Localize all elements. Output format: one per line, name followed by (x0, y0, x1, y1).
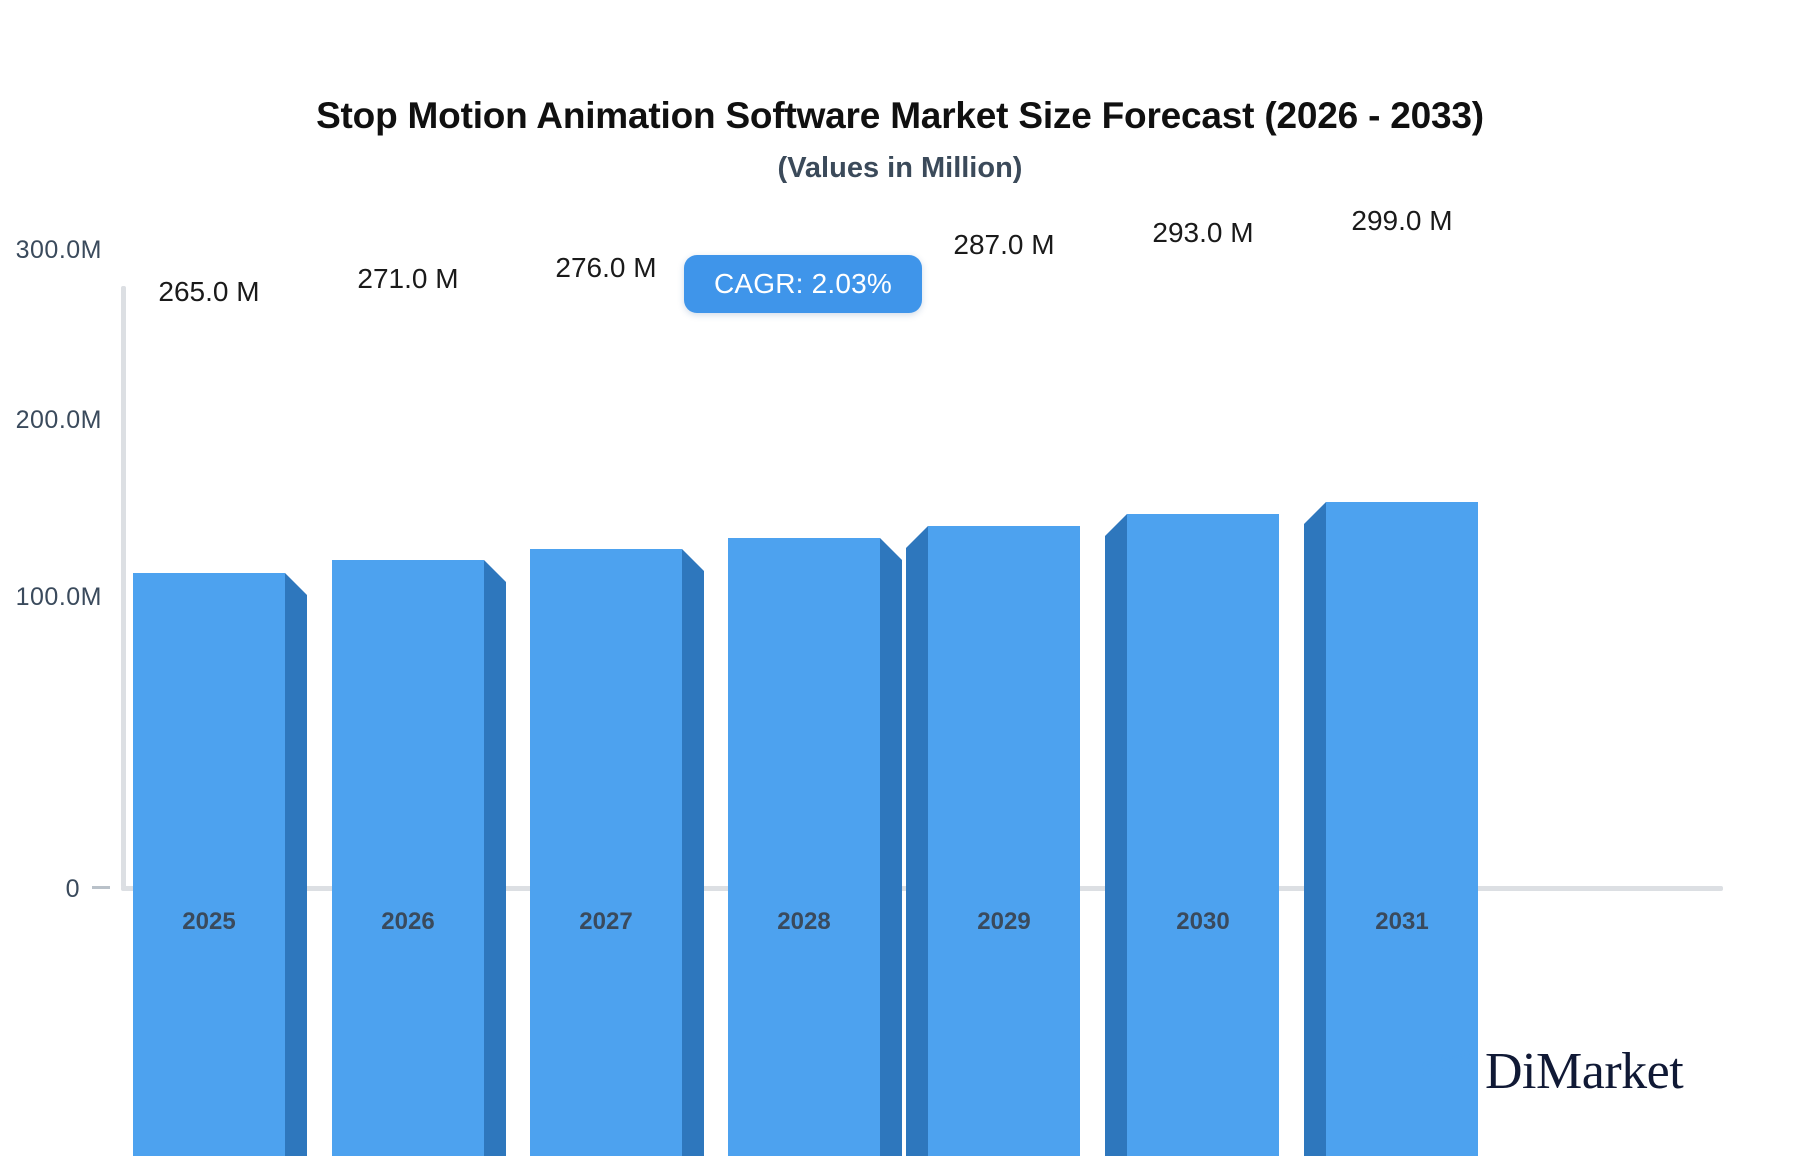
y-axis-tick-label-300: 300.0M (15, 236, 102, 264)
bar-value-label-2031: 299.0 M (1351, 205, 1453, 236)
bar-value-label-2026: 271.0 M (357, 263, 459, 294)
y-axis-line (121, 286, 126, 888)
bar-face-2025 (133, 573, 285, 1156)
bar-2027[interactable] (530, 549, 704, 1156)
bar-value-label-2025: 265.0 M (158, 276, 260, 307)
bar-side-2029 (906, 526, 928, 1156)
bar-value-label-2030: 293.0 M (1152, 217, 1254, 248)
bar-face-2026 (332, 560, 484, 1156)
y-axis-tick-label-0: 0 (65, 875, 80, 903)
y-axis-tick-label-200: 200.0M (15, 406, 102, 434)
x-axis-tick-label-2030: 2030 (1176, 908, 1230, 935)
x-axis-tick-label-2027: 2027 (579, 908, 633, 935)
bar-2029[interactable] (906, 526, 1080, 1156)
bar-2028[interactable] (728, 538, 902, 1156)
bar-side-2027 (682, 549, 704, 1156)
bar-value-label-2029: 287.0 M (953, 229, 1055, 260)
bar-side-2025 (285, 573, 307, 1156)
page-title: Stop Motion Animation Software Market Si… (316, 95, 1484, 136)
x-axis-tick-label-2025: 2025 (182, 908, 236, 935)
bar-side-2028 (880, 538, 902, 1156)
bar-side-2026 (484, 560, 506, 1156)
title-block: Stop Motion Animation Software Market Si… (0, 95, 1800, 185)
bar-chart-logo-icon (1422, 1049, 1470, 1094)
y-axis-tick-label-100: 100.0M (15, 583, 102, 611)
bar-2026[interactable] (332, 560, 506, 1156)
chart-subtitle: (Values in Million) (777, 151, 1023, 184)
brand-logo-text: DiMarket (1485, 1043, 1684, 1100)
x-axis-tick-label-2029: 2029 (977, 908, 1031, 935)
bar-face-2028 (728, 538, 880, 1156)
bar-face-2027 (530, 549, 682, 1156)
bar-face-2031 (1326, 502, 1478, 1156)
bar-side-2030 (1105, 514, 1127, 1156)
bar-2031[interactable] (1304, 502, 1478, 1156)
bar-face-2030 (1127, 514, 1279, 1156)
bar-2030[interactable] (1105, 514, 1279, 1156)
cagr-badge[interactable]: CAGR: 2.03% (684, 255, 922, 313)
x-axis-tick-label-2031: 2031 (1375, 908, 1429, 935)
brand-logo: DiMarket (1422, 1043, 1684, 1100)
bar-side-2031 (1304, 502, 1326, 1156)
y-axis-zero-tick-mark (92, 886, 110, 889)
bar-2025[interactable] (133, 573, 307, 1156)
bar-face-2029 (928, 526, 1080, 1156)
x-axis-tick-label-2026: 2026 (381, 908, 435, 935)
cagr-badge-label: CAGR: 2.03% (713, 268, 893, 299)
bar-value-label-2027: 276.0 M (555, 252, 657, 283)
x-axis-tick-label-2028: 2028 (777, 908, 831, 935)
